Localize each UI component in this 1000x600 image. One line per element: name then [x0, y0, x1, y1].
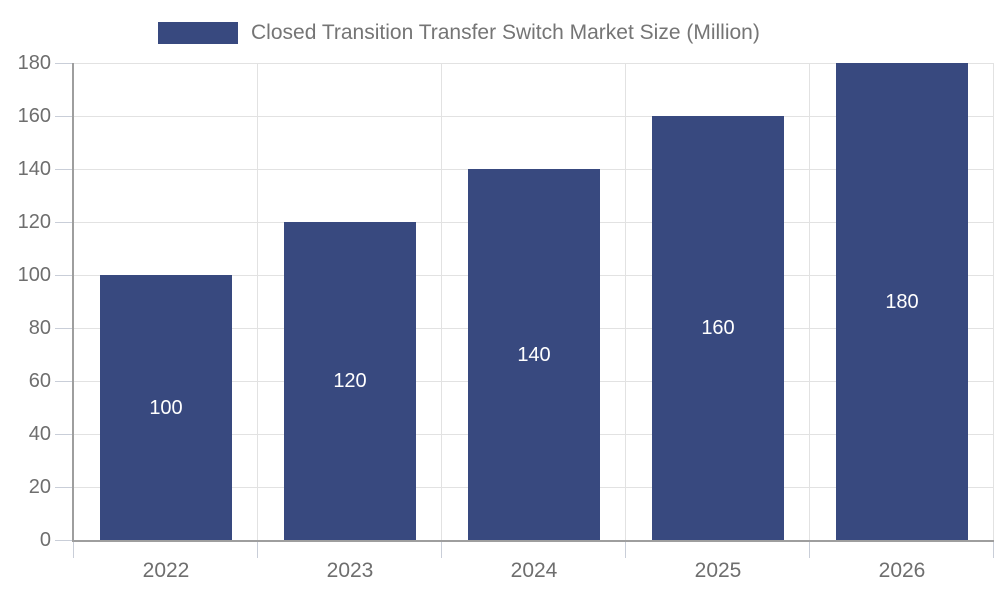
v-gridline — [625, 63, 626, 540]
bar — [836, 63, 968, 540]
y-tick-mark — [55, 486, 72, 488]
y-tick-label: 0 — [39, 529, 51, 551]
x-tick-mark — [625, 542, 626, 558]
y-tick-mark — [55, 380, 72, 382]
v-gridline — [993, 63, 994, 540]
y-tick-label: 160 — [17, 105, 51, 127]
y-tick-label: 120 — [17, 211, 51, 233]
x-axis-line — [72, 540, 994, 542]
h-gridline — [74, 62, 994, 64]
legend-swatch[interactable] — [158, 22, 238, 44]
bar-value-label: 180 — [885, 290, 919, 313]
y-tick-mark — [55, 221, 72, 223]
legend-label[interactable]: Closed Transition Transfer Switch Market… — [251, 21, 760, 44]
y-tick-mark — [55, 62, 72, 64]
x-tick-mark — [73, 542, 74, 558]
y-tick-mark — [55, 433, 72, 435]
x-tick-label: 2025 — [694, 559, 742, 582]
y-tick-mark — [55, 274, 72, 276]
bar — [284, 222, 416, 540]
y-tick-label: 80 — [28, 317, 51, 339]
y-tick-mark — [55, 327, 72, 329]
x-tick-mark — [809, 542, 810, 558]
y-tick-label: 40 — [28, 423, 51, 445]
x-tick-mark — [993, 542, 994, 558]
y-tick-label: 140 — [17, 158, 51, 180]
y-tick-label: 60 — [28, 370, 51, 392]
bar — [468, 169, 600, 540]
bar-value-label: 160 — [701, 317, 735, 339]
v-gridline — [809, 63, 810, 540]
x-tick-mark — [257, 542, 258, 558]
h-gridline — [74, 115, 994, 117]
bar — [652, 116, 784, 540]
y-tick-label: 20 — [28, 476, 51, 498]
x-tick-label: 2023 — [326, 559, 374, 582]
x-tick-label: 2024 — [510, 559, 558, 582]
x-tick-label: 2026 — [878, 559, 926, 582]
y-tick-mark — [55, 168, 72, 170]
v-gridline — [441, 63, 442, 540]
x-tick-label: 2022 — [142, 559, 190, 582]
bar-value-label: 120 — [333, 370, 367, 392]
plot-area: 0 20 40 60 80 100 120 140 160 180 2022 100 2023 120 20… — [18, 52, 994, 582]
v-gridline — [257, 63, 258, 540]
y-axis-line — [72, 63, 74, 540]
y-tick-mark — [55, 539, 72, 541]
y-tick-mark — [55, 115, 72, 117]
bar-value-label: 140 — [517, 343, 551, 366]
y-tick-label: 100 — [17, 264, 51, 286]
legend[interactable]: Closed Transition Transfer Switch Market… — [158, 21, 760, 45]
x-tick-mark — [441, 542, 442, 558]
bar — [100, 275, 232, 540]
y-tick-label: 180 — [17, 52, 51, 74]
bar-value-label: 100 — [149, 396, 183, 419]
